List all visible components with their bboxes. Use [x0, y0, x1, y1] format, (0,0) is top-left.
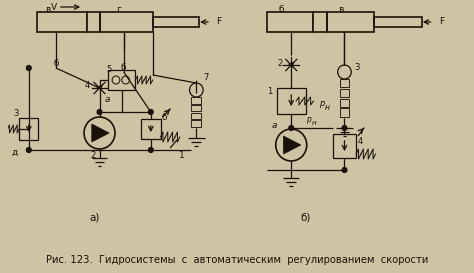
Bar	[19, 118, 38, 140]
Polygon shape	[283, 136, 301, 154]
Bar	[108, 70, 136, 90]
Polygon shape	[92, 124, 109, 142]
Bar	[340, 108, 349, 117]
Bar	[87, 12, 100, 32]
Bar	[36, 12, 87, 32]
Text: н: н	[325, 102, 329, 111]
Text: б): б)	[301, 213, 311, 223]
Text: 2: 2	[90, 152, 95, 161]
Bar	[100, 12, 153, 32]
Bar	[340, 79, 349, 87]
Bar	[191, 120, 201, 127]
Bar	[141, 119, 161, 139]
Bar	[333, 134, 356, 158]
Bar	[374, 17, 422, 27]
Circle shape	[27, 66, 31, 70]
Circle shape	[27, 147, 31, 153]
Text: F: F	[439, 17, 445, 26]
Bar	[340, 99, 349, 107]
Text: а: а	[272, 121, 277, 130]
Text: а): а)	[90, 213, 100, 223]
Text: 1: 1	[179, 150, 185, 159]
Text: 2: 2	[277, 58, 282, 67]
Text: 5: 5	[107, 66, 112, 75]
Text: г: г	[117, 5, 121, 14]
Text: Рис. 123.  Гидросистемы  с  автоматическим  регулированием  скорости: Рис. 123. Гидросистемы с автоматическим …	[46, 255, 428, 265]
Text: а: а	[104, 96, 110, 105]
Text: р: р	[306, 115, 311, 124]
Text: в: в	[46, 5, 51, 14]
Text: б: б	[279, 5, 284, 14]
Text: б: б	[53, 60, 59, 69]
Bar	[191, 97, 201, 103]
Text: б: б	[162, 114, 167, 123]
Text: 3: 3	[355, 63, 360, 72]
Bar	[267, 12, 313, 32]
Bar	[327, 12, 374, 32]
Circle shape	[289, 126, 294, 130]
Text: 4: 4	[357, 138, 363, 147]
Text: 4: 4	[84, 82, 90, 91]
Text: 1: 1	[267, 88, 273, 96]
Text: р: р	[319, 99, 324, 108]
Bar	[340, 89, 349, 97]
Bar	[277, 88, 306, 114]
Text: н: н	[312, 120, 317, 126]
Text: F: F	[216, 17, 221, 26]
Text: в: в	[338, 5, 343, 14]
Circle shape	[148, 147, 153, 153]
Bar	[191, 105, 201, 111]
Bar	[313, 12, 327, 32]
Text: V: V	[51, 2, 57, 11]
Circle shape	[342, 168, 347, 173]
Text: б: б	[121, 64, 127, 73]
Bar	[153, 17, 199, 27]
Circle shape	[342, 126, 347, 130]
Text: 7: 7	[203, 73, 209, 82]
Circle shape	[97, 109, 102, 114]
Text: 3: 3	[14, 108, 19, 117]
Text: д: д	[11, 147, 18, 156]
Bar	[191, 112, 201, 119]
Circle shape	[148, 109, 153, 114]
